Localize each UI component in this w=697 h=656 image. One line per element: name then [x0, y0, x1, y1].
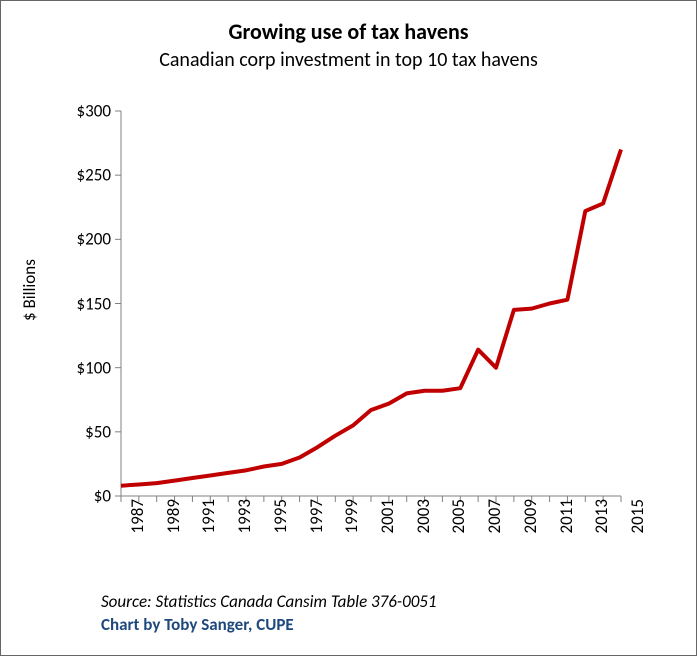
chart-title: Growing use of tax havens — [1, 19, 696, 45]
x-tick-label: 2009 — [520, 499, 541, 549]
x-tick-label: 1997 — [306, 499, 327, 549]
x-tick-label: 1995 — [270, 499, 291, 549]
source-text: Source: Statistics Canada Cansim Table 3… — [101, 591, 437, 614]
credit-text: Chart by Toby Sanger, CUPE — [101, 614, 437, 637]
x-tick-label: 1999 — [341, 499, 362, 549]
data-series-line — [121, 150, 621, 486]
x-tick-label: 2013 — [591, 499, 612, 549]
chart-svg — [61, 101, 641, 561]
y-tick-label: $200 — [51, 229, 111, 250]
title-block: Growing use of tax havens Canadian corp … — [1, 1, 696, 73]
y-tick-label: $300 — [51, 101, 111, 122]
x-tick-label: 2015 — [627, 499, 648, 549]
x-tick-label: 2011 — [556, 499, 577, 549]
x-tick-label: 1989 — [163, 499, 184, 549]
plot-area: $0$50$100$150$200$250$300198719891991199… — [61, 101, 641, 541]
y-tick-label: $100 — [51, 357, 111, 378]
y-tick-label: $50 — [51, 421, 111, 442]
chart-frame: Growing use of tax havens Canadian corp … — [0, 0, 697, 656]
y-tick-label: $250 — [51, 165, 111, 186]
y-tick-label: $0 — [51, 486, 111, 507]
y-tick-label: $150 — [51, 293, 111, 314]
x-tick-label: 2007 — [484, 499, 505, 549]
x-tick-label: 1987 — [127, 499, 148, 549]
chart-footer: Source: Statistics Canada Cansim Table 3… — [101, 591, 437, 637]
y-axis-label: $ Billions — [19, 259, 40, 321]
x-tick-label: 1993 — [234, 499, 255, 549]
chart-subtitle: Canadian corp investment in top 10 tax h… — [1, 47, 696, 73]
x-tick-label: 2001 — [377, 499, 398, 549]
x-tick-label: 2003 — [413, 499, 434, 549]
x-tick-label: 2005 — [448, 499, 469, 549]
x-tick-label: 1991 — [198, 499, 219, 549]
